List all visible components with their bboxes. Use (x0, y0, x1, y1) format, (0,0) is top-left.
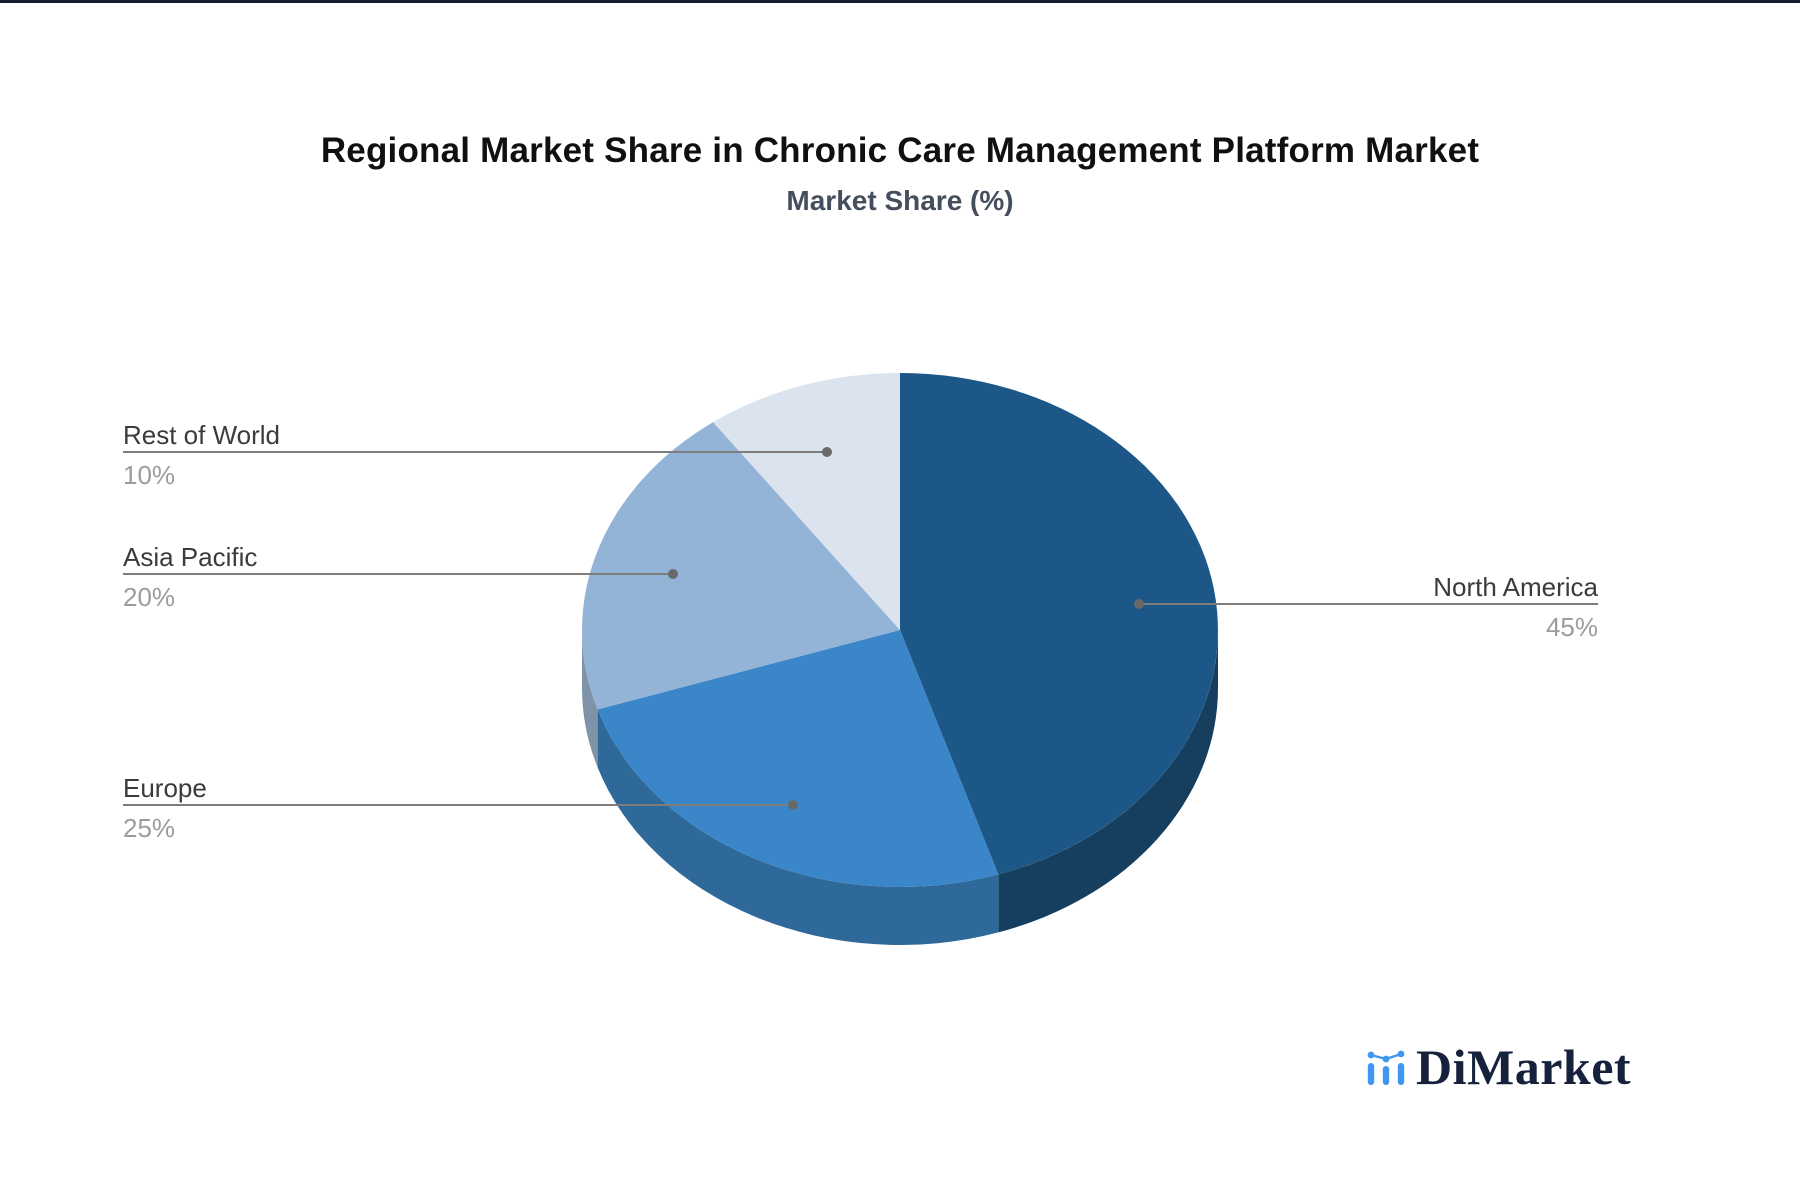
pie-slice-side-europe (597, 709, 999, 945)
pie-slice-side-asia-pacific (582, 630, 598, 768)
pie-slice-side-north-america (998, 630, 1218, 933)
slice-label-name: Asia Pacific (123, 542, 258, 572)
brand-logo: DiMarket (1366, 1042, 1631, 1092)
pie-slice-rest-of-world (713, 373, 900, 630)
pie-slice-asia-pacific (582, 422, 900, 710)
callout-rest-of-world: Rest of World 10% (123, 418, 280, 488)
chart-subtitle: Market Share (%) (786, 185, 1014, 216)
slice-label-value: 10% (123, 460, 176, 490)
slice-label-name: North America (1433, 572, 1598, 602)
leader-dot-rest-of-world (822, 447, 832, 457)
slice-label-value: 20% (123, 582, 176, 612)
bar-chart-icon (1367, 1050, 1405, 1085)
slice-label-name: Rest of World (123, 420, 281, 450)
callout-asia-pacific: Asia Pacific 20% (123, 540, 257, 610)
leader-dot-north-america (1134, 599, 1144, 609)
top-border-line (0, 0, 1800, 3)
slice-label-value: 25% (123, 813, 176, 843)
callout-europe: Europe 25% (123, 771, 207, 841)
chart-title: Regional Market Share in Chronic Care Ma… (320, 131, 1480, 170)
brand-name: DiMarket (1416, 1039, 1632, 1095)
leader-dot-asia-pacific (668, 569, 678, 579)
slice-label-name: Europe (123, 773, 207, 803)
slice-label-value: 45% (1545, 612, 1598, 642)
pie-slice-north-america (900, 373, 1218, 875)
pie-slice-europe (597, 630, 999, 887)
callout-north-america: North America 45% (1433, 570, 1598, 640)
leader-dot-europe (788, 800, 798, 810)
